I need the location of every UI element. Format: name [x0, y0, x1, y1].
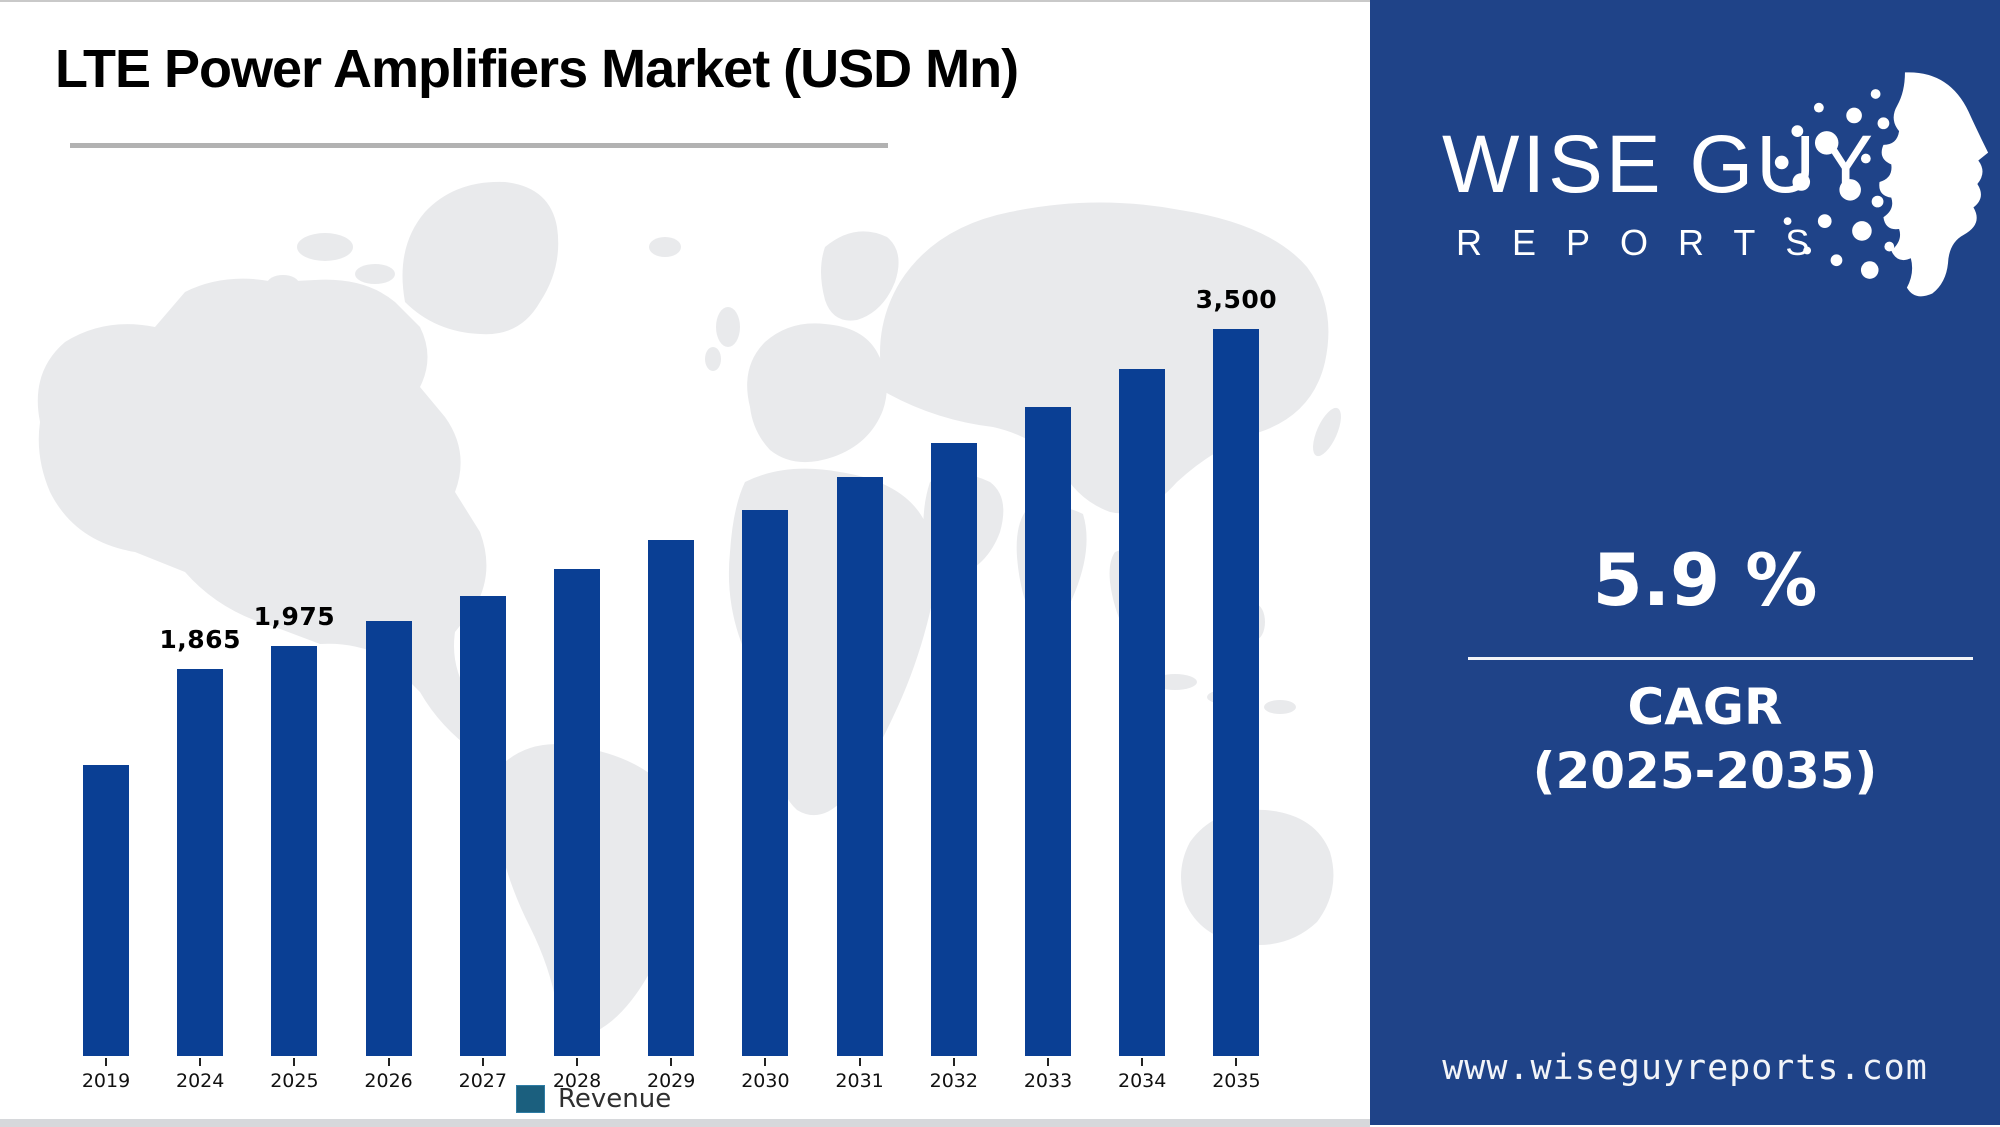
x-axis-tick: [293, 1058, 296, 1066]
legend-label: Revenue: [558, 1084, 672, 1114]
bar-2029: [648, 540, 695, 1056]
cagr-divider: [1468, 657, 1973, 660]
x-tick-label-2024: 2024: [176, 1070, 225, 1092]
bar-2030: [742, 510, 789, 1056]
cagr-value: 5.9 %: [1592, 538, 1818, 622]
bottom-strip: [0, 1119, 1370, 1127]
x-axis-tick: [858, 1058, 861, 1066]
chart-panel: LTE Power Amplifiers Market (USD Mn): [0, 0, 1370, 1127]
bar-2025: [271, 646, 318, 1056]
x-tick-label-2030: 2030: [741, 1070, 790, 1092]
chart-title: LTE Power Amplifiers Market (USD Mn): [55, 39, 1019, 99]
x-axis-tick: [387, 1058, 390, 1066]
x-tick-label-2026: 2026: [364, 1070, 413, 1092]
x-tick-label-2035: 2035: [1212, 1070, 1261, 1092]
bar-2035: [1213, 329, 1260, 1056]
x-axis-tick: [576, 1058, 578, 1066]
legend: Revenue: [516, 1084, 671, 1114]
bar-2028: [554, 569, 600, 1056]
x-axis-tick: [1141, 1058, 1144, 1066]
x-axis-tick: [764, 1058, 767, 1066]
bar-2032: [930, 443, 977, 1056]
bar-2034: [1119, 369, 1166, 1056]
bar-2019: [83, 765, 129, 1056]
x-tick-label-2027: 2027: [458, 1070, 507, 1092]
x-axis-tick: [105, 1058, 107, 1066]
x-tick-label-2032: 2032: [929, 1070, 978, 1092]
x-axis-tick: [1235, 1058, 1238, 1066]
cagr-label: CAGR: [1627, 678, 1783, 736]
x-axis-tick: [670, 1058, 673, 1066]
bars-layer: 2019 2024 1,865 2025 1,975 2026 2027 2028 2029 20…: [0, 2, 1370, 1127]
x-tick-label-2029: 2029: [647, 1070, 696, 1092]
sidebar: WISE GUY REPORTS 5.9 % CAGR (2025-2035) …: [1370, 0, 2000, 1125]
x-tick-label-2028: 2028: [552, 1070, 602, 1092]
legend-swatch-icon: [516, 1085, 545, 1113]
cagr-range: (2025-2035): [1532, 742, 1878, 800]
x-tick-label-2025: 2025: [270, 1070, 319, 1092]
x-tick-label-2034: 2034: [1118, 1070, 1167, 1092]
brand-subname: REPORTS: [1456, 222, 1840, 263]
x-axis-tick: [199, 1058, 202, 1066]
bar-2024: [177, 669, 224, 1056]
x-axis-tick: [952, 1058, 955, 1066]
x-tick-label-2031: 2031: [835, 1070, 884, 1092]
bar-value-label-2035: 3,500: [1195, 285, 1278, 314]
website-url: www.wiseguyreports.com: [1442, 1048, 1928, 1088]
brain-head-icon: [1774, 72, 1989, 297]
title-underline: [70, 143, 888, 148]
bar-2031: [836, 477, 883, 1056]
bar-2033: [1025, 407, 1071, 1056]
bar-2026: [365, 621, 412, 1056]
brand-logo: WISE GUY REPORTS: [1370, 0, 2000, 320]
bar-value-label-2025: 1,975: [253, 602, 336, 631]
bar-2027: [459, 596, 506, 1056]
x-tick-label-2033: 2033: [1023, 1070, 1073, 1092]
x-axis-tick: [1047, 1058, 1049, 1066]
x-tick-label-2019: 2019: [81, 1070, 131, 1092]
bar-value-label-2024: 1,865: [159, 625, 241, 654]
x-axis-tick: [481, 1058, 484, 1066]
